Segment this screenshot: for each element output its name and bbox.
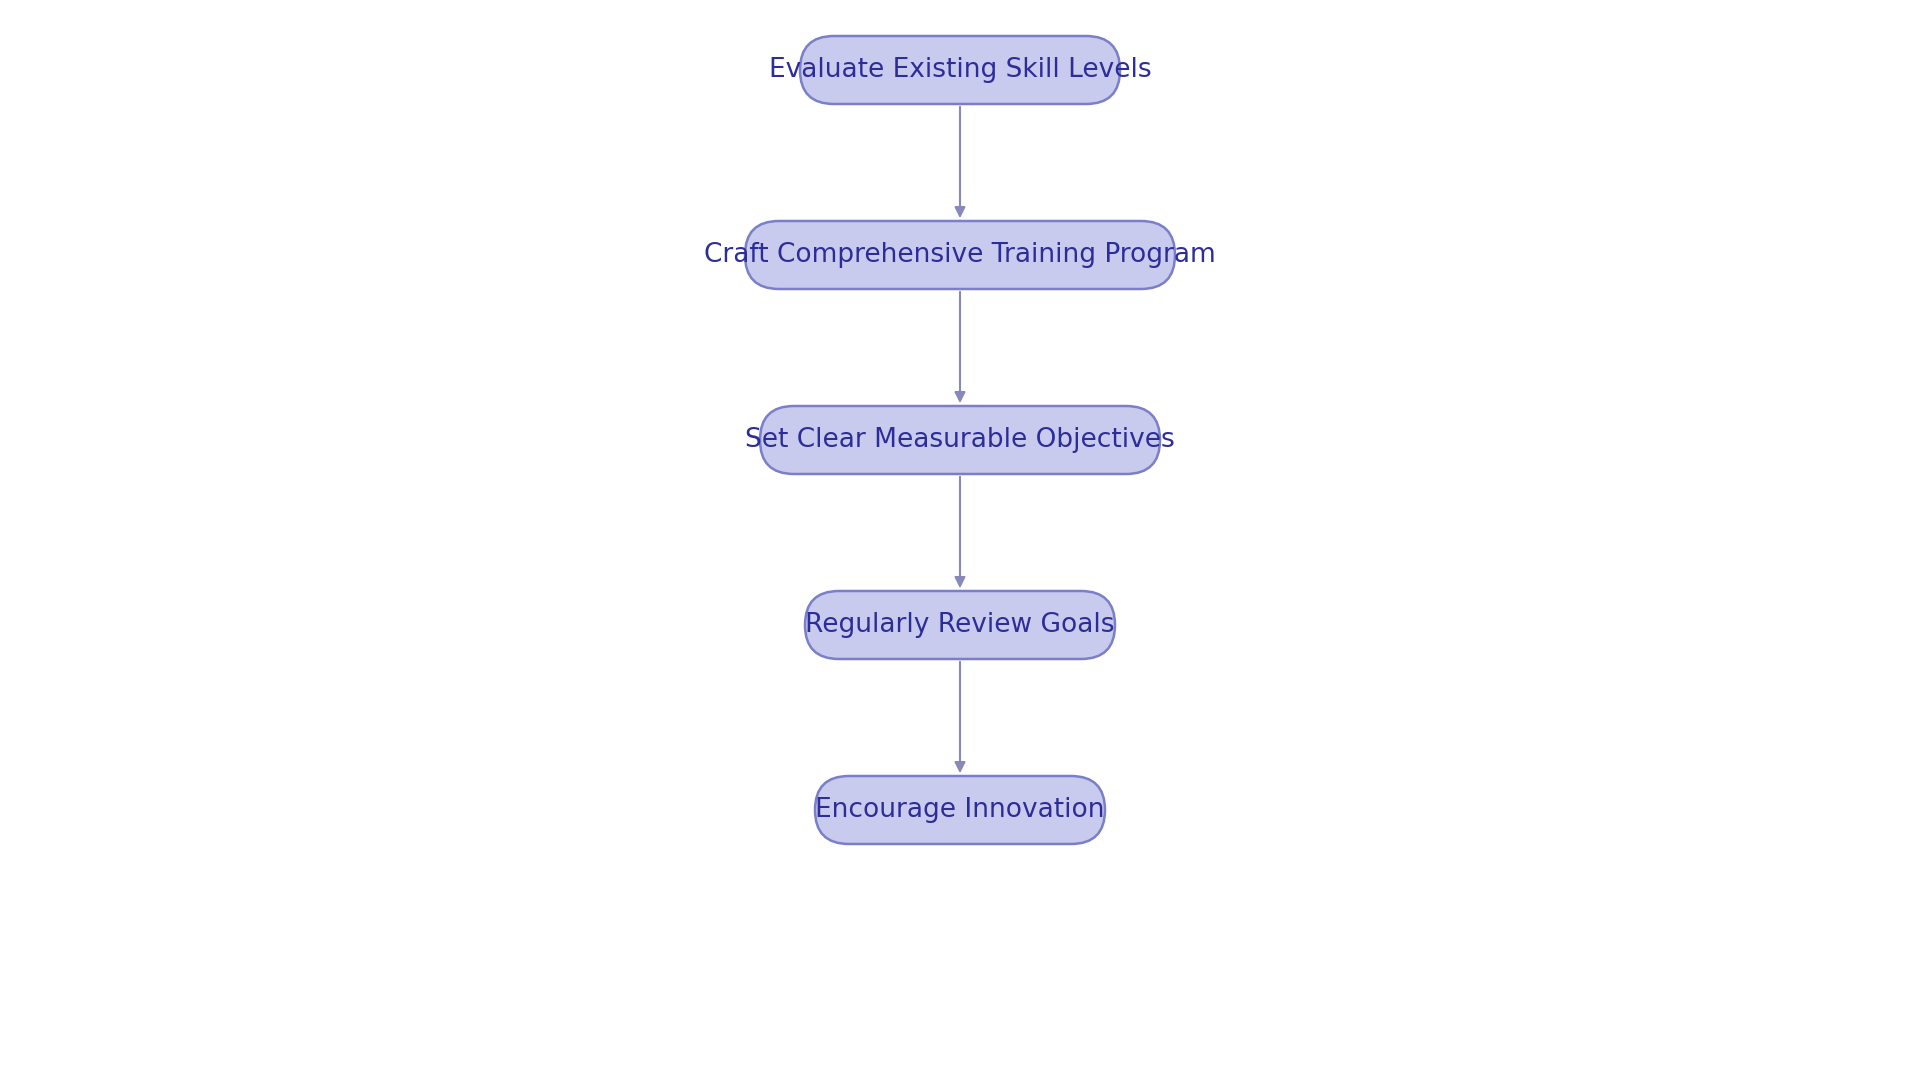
- FancyBboxPatch shape: [760, 406, 1160, 474]
- Text: Set Clear Measurable Objectives: Set Clear Measurable Objectives: [745, 427, 1175, 453]
- Text: Evaluate Existing Skill Levels: Evaluate Existing Skill Levels: [768, 57, 1152, 83]
- FancyBboxPatch shape: [801, 36, 1119, 104]
- FancyBboxPatch shape: [814, 777, 1106, 844]
- Text: Craft Comprehensive Training Program: Craft Comprehensive Training Program: [705, 242, 1215, 268]
- Text: Encourage Innovation: Encourage Innovation: [816, 797, 1104, 823]
- FancyBboxPatch shape: [745, 221, 1175, 289]
- Text: Regularly Review Goals: Regularly Review Goals: [804, 612, 1116, 638]
- FancyBboxPatch shape: [804, 591, 1116, 658]
